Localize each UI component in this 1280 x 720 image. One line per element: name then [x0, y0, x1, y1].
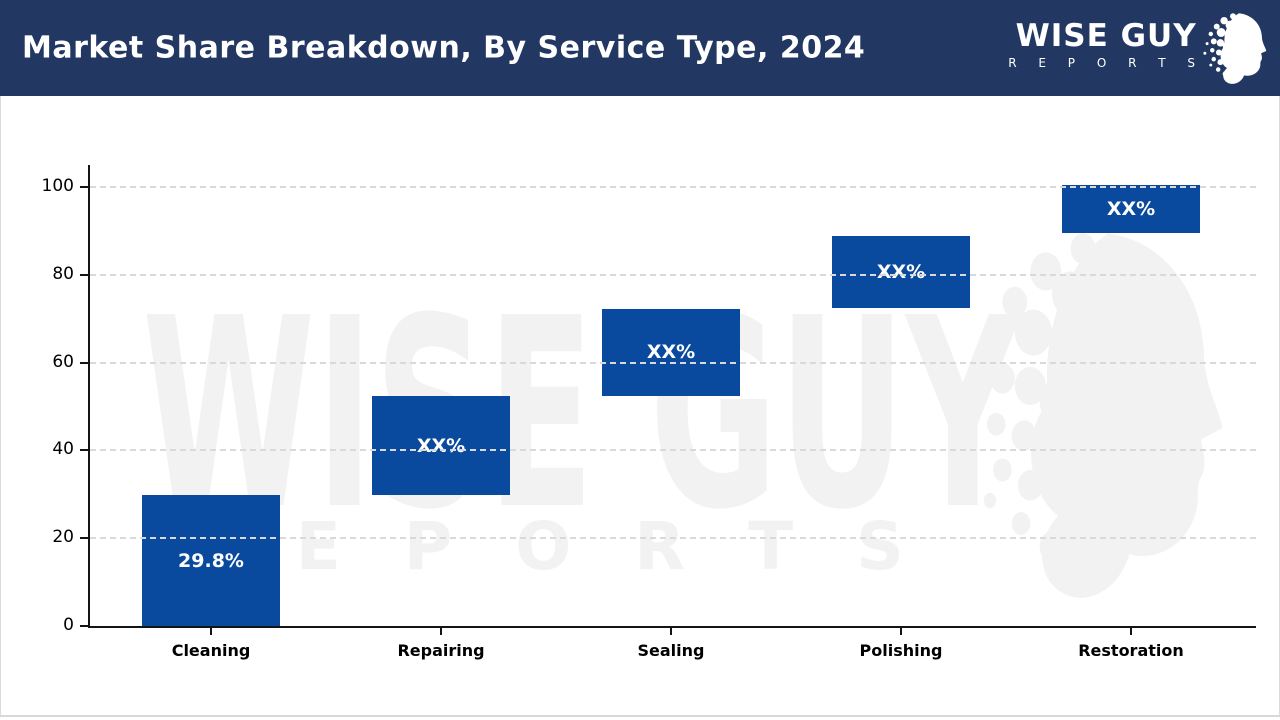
y-tick-label-0: 0 — [63, 615, 74, 635]
bar-polishing: XX% — [832, 236, 970, 308]
y-tick-100 — [80, 186, 88, 188]
gridline-40 — [90, 449, 1256, 452]
gridline-100 — [90, 186, 1256, 188]
y-tick-60 — [80, 361, 88, 364]
category-label-sealing: Sealing — [637, 641, 705, 660]
x-tick-2 — [670, 628, 672, 635]
category-label-polishing: Polishing — [859, 641, 943, 660]
bar-value-label: XX% — [416, 434, 466, 457]
x-tick-0 — [210, 628, 212, 635]
y-tick-40 — [80, 449, 88, 452]
y-tick-0 — [80, 625, 88, 627]
x-tick-3 — [900, 628, 902, 635]
bar-sealing: XX% — [602, 309, 740, 396]
logo-subtitle: R E P O R T S — [1008, 55, 1204, 70]
wiseguy-logo: WISE GUY R E P O R T S — [1008, 8, 1266, 92]
x-axis — [88, 626, 1256, 628]
logo-name: WISE GUY — [1015, 18, 1197, 54]
gridline-80 — [90, 273, 1256, 276]
bar-value-label: XX% — [646, 341, 696, 364]
bar-cleaning: 29.8% — [142, 495, 280, 626]
wiseguy-face-icon — [1196, 10, 1270, 92]
x-tick-4 — [1130, 628, 1132, 635]
category-label-cleaning: Cleaning — [171, 641, 251, 660]
y-axis — [88, 165, 90, 628]
category-label-restoration: Restoration — [1078, 641, 1184, 660]
y-tick-label-40: 40 — [52, 439, 74, 460]
watermark-wordmark: WISE GUY — [142, 262, 1020, 567]
y-tick-label-80: 80 — [52, 263, 74, 284]
gridline-60 — [90, 361, 1256, 364]
watermark-reports: R E P O R T S — [182, 508, 924, 585]
logo-text: WISE GUY R E P O R T S — [1008, 20, 1204, 70]
bar-value-label: 29.8% — [178, 549, 244, 572]
y-tick-80 — [80, 273, 88, 276]
category-label-repairing: Repairing — [397, 641, 485, 660]
y-tick-20 — [80, 537, 88, 540]
chart-title: Market Share Breakdown, By Service Type,… — [22, 30, 866, 66]
bar-repairing: XX% — [372, 395, 510, 496]
x-tick-1 — [440, 628, 442, 635]
header-bar: Market Share Breakdown, By Service Type,… — [0, 0, 1280, 96]
y-tick-label-100: 100 — [41, 176, 74, 196]
y-tick-label-60: 60 — [52, 351, 74, 372]
gridline-20 — [90, 537, 1256, 540]
bar-value-label: XX% — [876, 260, 926, 283]
bar-value-label: XX% — [1106, 198, 1156, 221]
bar-restoration: XX% — [1062, 185, 1200, 234]
y-tick-label-20: 20 — [52, 527, 74, 548]
